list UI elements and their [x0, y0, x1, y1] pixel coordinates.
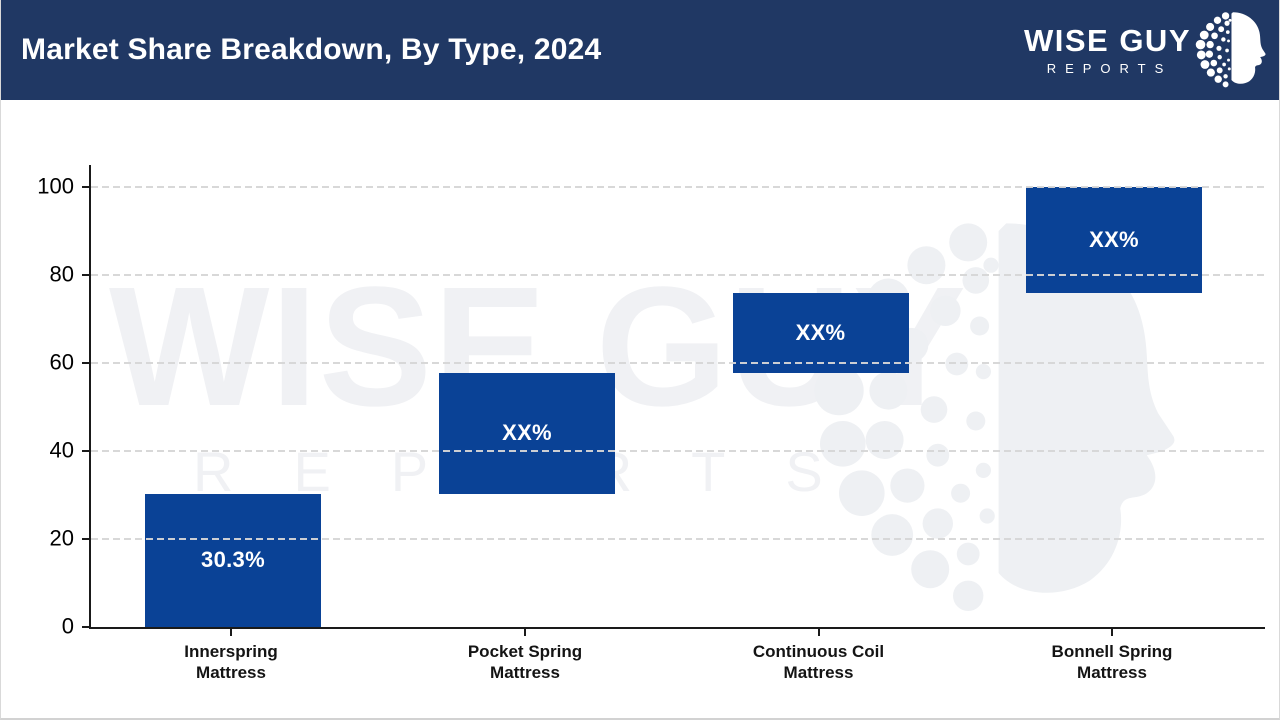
y-tick-mark [82, 450, 89, 452]
x-tick-mark [524, 629, 526, 636]
y-tick-mark [82, 538, 89, 540]
gridline [91, 186, 1265, 188]
x-axis: Innerspring Mattress Pocket Spring Mattress… [89, 629, 1263, 699]
x-category-label: Bonnell Spring Mattress [1051, 642, 1173, 682]
bar: XX% [1026, 187, 1202, 294]
header-bar: Market Share Breakdown, By Type, 2024 WI… [1, 0, 1279, 100]
logo-wordmark: WISE GUY [1023, 23, 1191, 58]
gridline [91, 274, 1265, 276]
y-tick-mark [82, 274, 89, 276]
y-tick-label: 100 [37, 173, 74, 199]
chart-title: Market Share Breakdown, By Type, 2024 [21, 33, 602, 66]
x-tick-mark [1111, 629, 1113, 636]
y-tick-label: 20 [49, 525, 74, 551]
wiseguy-logo: WISE GUY REPORTS [1024, 10, 1267, 91]
bar-value-label: XX% [502, 420, 552, 446]
y-axis: 0 20 40 60 80 100 [1, 165, 89, 638]
bar: XX% [439, 373, 615, 494]
bar-value-label: XX% [795, 320, 846, 346]
x-category-label: Continuous Coil Mattress [752, 642, 885, 682]
y-tick-label: 40 [49, 437, 74, 463]
y-tick-label: 0 [61, 613, 74, 639]
gridline [91, 450, 1265, 452]
y-tick-mark [82, 626, 89, 628]
bar-value-label: XX% [1089, 227, 1139, 253]
x-category-label: Innerspring Mattress [184, 642, 278, 682]
y-tick-mark [82, 362, 89, 364]
x-category-label: Pocket Spring Mattress [467, 642, 583, 682]
y-tick-label: 80 [49, 261, 74, 287]
gridline [91, 538, 1265, 540]
x-tick-mark [817, 629, 820, 636]
y-tick-mark [82, 186, 89, 188]
wiseguy-face-icon [1193, 10, 1267, 91]
bar: XX% [732, 293, 909, 374]
y-tick-label: 60 [49, 349, 74, 375]
bar-value-label: 30.3% [201, 547, 265, 573]
logo-subtext: REPORTS [1046, 61, 1173, 76]
bar: 30.3% [145, 493, 321, 627]
plot-area: 30.3% XX% XX% XX% [89, 165, 1265, 629]
x-tick-mark [230, 629, 232, 636]
gridline [91, 362, 1265, 364]
